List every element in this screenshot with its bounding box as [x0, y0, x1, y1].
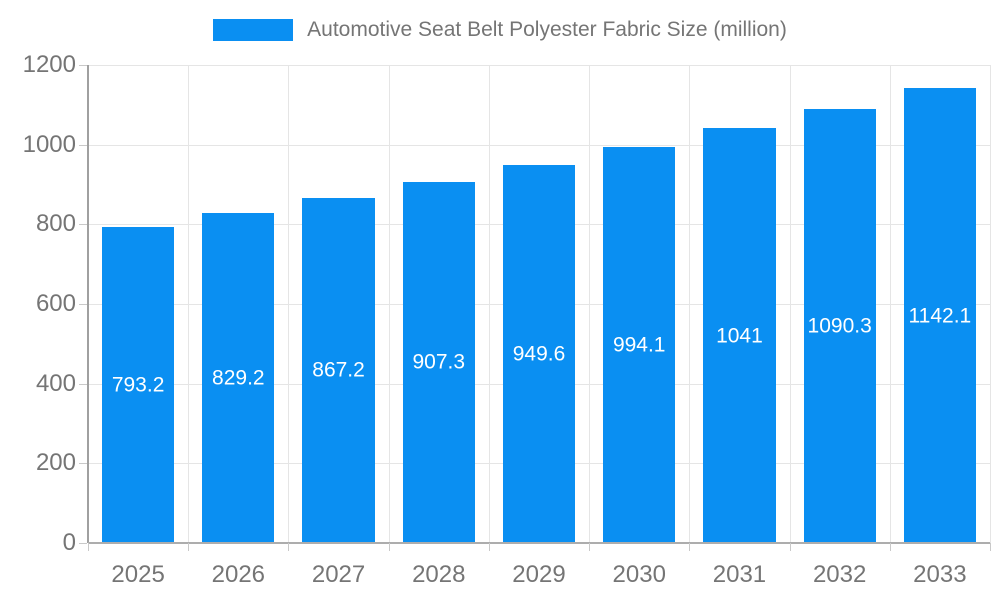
v-gridline	[689, 65, 691, 543]
y-tick-mark	[79, 383, 87, 385]
bar-value-label: 829.2	[212, 366, 265, 390]
v-gridline	[288, 65, 290, 543]
x-tick-mark	[589, 543, 591, 551]
x-tick-label: 2029	[512, 561, 566, 588]
bar-2033[interactable]	[903, 88, 976, 543]
x-tick-mark	[990, 543, 991, 551]
legend-color-swatch	[213, 19, 294, 41]
x-tick-mark	[188, 543, 190, 551]
x-tick-label: 2033	[913, 561, 967, 588]
bar-2031[interactable]	[703, 128, 776, 543]
y-tick-label: 1000	[22, 130, 76, 158]
x-tick-mark	[789, 543, 791, 551]
x-tick-mark	[689, 543, 691, 551]
bar-value-label: 907.3	[412, 350, 466, 374]
y-tick-label: 400	[35, 369, 76, 397]
y-axis-line	[87, 65, 89, 543]
h-gridline	[88, 65, 990, 66]
legend-label: Automotive Seat Belt Polyester Fabric Si…	[307, 18, 787, 41]
x-tick-label: 2031	[712, 561, 767, 588]
x-tick-label: 2027	[311, 561, 366, 588]
h-gridline	[88, 144, 990, 146]
v-gridline	[789, 65, 791, 543]
y-tick-mark	[79, 224, 87, 226]
y-tick-label: 200	[35, 449, 76, 477]
bar-2032[interactable]	[803, 108, 876, 543]
x-tick-label: 2030	[612, 561, 666, 588]
x-tick-label: 2026	[211, 561, 266, 588]
y-tick-label: 800	[35, 210, 76, 238]
x-tick-mark	[288, 543, 290, 551]
bar-2026[interactable]	[202, 212, 275, 543]
bar-value-label: 793.2	[111, 373, 165, 397]
y-tick-mark	[79, 65, 87, 66]
v-gridline	[990, 65, 991, 543]
y-tick-mark	[79, 543, 87, 544]
y-tick-label: 600	[35, 290, 76, 317]
bar-2029[interactable]	[502, 164, 576, 543]
bar-value-label: 867.2	[312, 358, 365, 382]
x-tick-mark	[88, 543, 89, 551]
x-axis-line	[88, 542, 990, 544]
x-tick-mark	[388, 543, 390, 551]
bar-value-label: 1142.1	[908, 304, 972, 328]
y-tick-mark	[79, 304, 87, 305]
v-gridline	[889, 65, 891, 543]
y-tick-mark	[79, 144, 87, 146]
bar-value-label: 1090.3	[807, 314, 872, 338]
bar-value-label: 1041	[716, 324, 763, 348]
x-tick-mark	[889, 543, 891, 551]
bar-value-label: 949.6	[512, 342, 566, 366]
x-tick-label: 2025	[111, 561, 165, 588]
bar-2030[interactable]	[603, 147, 676, 543]
bar-value-label: 994.1	[612, 333, 666, 357]
y-tick-label: 0	[62, 529, 76, 556]
v-gridline	[589, 65, 591, 543]
y-tick-mark	[79, 463, 87, 465]
bar-2028[interactable]	[402, 181, 475, 543]
v-gridline	[388, 65, 390, 543]
v-gridline	[488, 65, 490, 543]
bar-2025[interactable]	[102, 227, 175, 543]
bar-2027[interactable]	[302, 197, 375, 543]
chart-legend-item[interactable]: Automotive Seat Belt Polyester Fabric Si…	[0, 14, 1000, 46]
x-tick-label: 2032	[812, 561, 867, 588]
v-gridline	[188, 65, 190, 543]
x-tick-label: 2028	[412, 561, 466, 588]
y-tick-label: 1200	[22, 51, 76, 78]
x-tick-mark	[488, 543, 490, 551]
